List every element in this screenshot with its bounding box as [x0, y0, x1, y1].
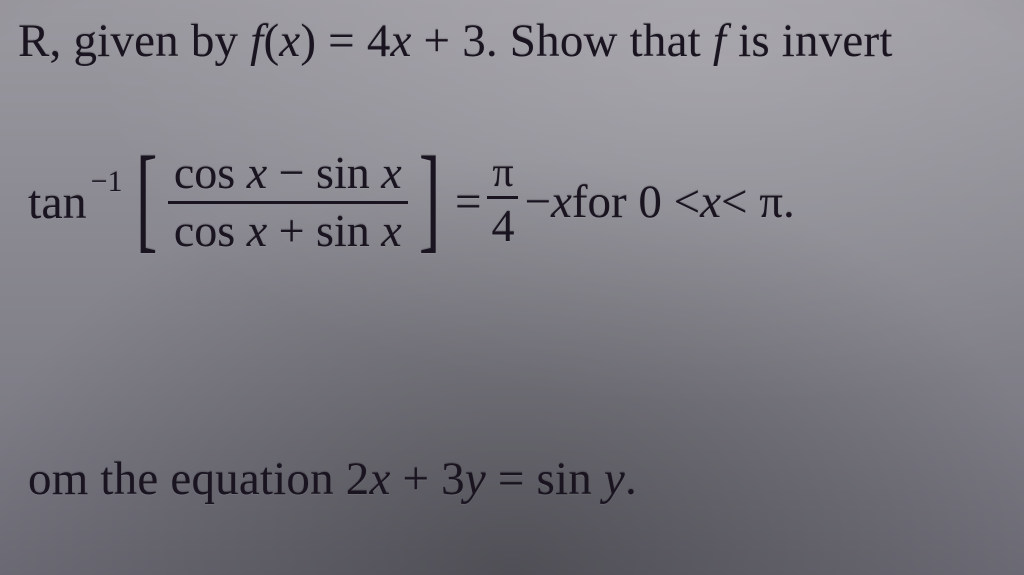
eq-num-x2: x: [381, 147, 401, 198]
eq-den-x1: x: [247, 205, 267, 256]
eq-num-cos: cos: [174, 147, 247, 198]
l3-prefix: om the equation 2: [28, 453, 369, 505]
eq-den-mid: + sin: [267, 205, 381, 256]
l3-eq: = sin: [486, 453, 604, 505]
eq-x: x: [551, 175, 572, 229]
l1-f: f: [250, 15, 263, 67]
eq-frac-bar: [168, 201, 408, 204]
l3-mid: + 3: [391, 453, 465, 505]
eq-equals: =: [455, 175, 482, 229]
l3-y: y: [465, 453, 486, 505]
eq-den-x2: x: [381, 205, 401, 256]
eq-numerator: cos x − sin x: [168, 148, 408, 199]
eq-pi-over-4: π 4: [487, 154, 518, 251]
eq-four: 4: [487, 202, 518, 250]
eq-smallbar: [487, 196, 518, 199]
l1-prefix: R, given by: [18, 15, 250, 67]
l1-x2: x: [391, 15, 412, 67]
eq-pi: π: [488, 154, 517, 194]
l3-y2: y: [604, 453, 625, 505]
eq-right-side: = π 4 − x for 0 < x < π.: [455, 154, 795, 251]
eq-exp: −1: [91, 165, 123, 199]
eq-main-fraction: cos x − sin x cos x + sin x: [168, 148, 408, 256]
eq-x2: x: [700, 175, 721, 229]
l3-x: x: [369, 453, 390, 505]
l1-tail: is invert: [726, 15, 892, 67]
eq-denominator: cos x + sin x: [168, 206, 408, 257]
eq-for: for 0 <: [572, 175, 700, 229]
l1-closeeq: ) = 4: [300, 15, 390, 67]
eq-den-cos: cos: [174, 205, 247, 256]
l1-plus3: + 3. Show that: [412, 15, 713, 67]
l1-x: x: [279, 15, 300, 67]
l1-f2: f: [713, 15, 726, 67]
eq-num-x1: x: [247, 147, 267, 198]
eq-ltpi: < π.: [721, 175, 795, 229]
equation-line: tan −1 [ cos x − sin x cos x + sin x ] =…: [28, 148, 795, 256]
eq-tan: tan: [28, 175, 87, 230]
l1-open: (: [263, 15, 279, 67]
eq-num-mid: − sin: [267, 147, 381, 198]
text-line-1: R, given by f(x) = 4x + 3. Show that f i…: [18, 14, 893, 68]
text-line-3: om the equation 2x + 3y = sin y.: [28, 452, 637, 506]
l3-dot: .: [625, 453, 637, 505]
eq-minus: −: [524, 175, 551, 229]
